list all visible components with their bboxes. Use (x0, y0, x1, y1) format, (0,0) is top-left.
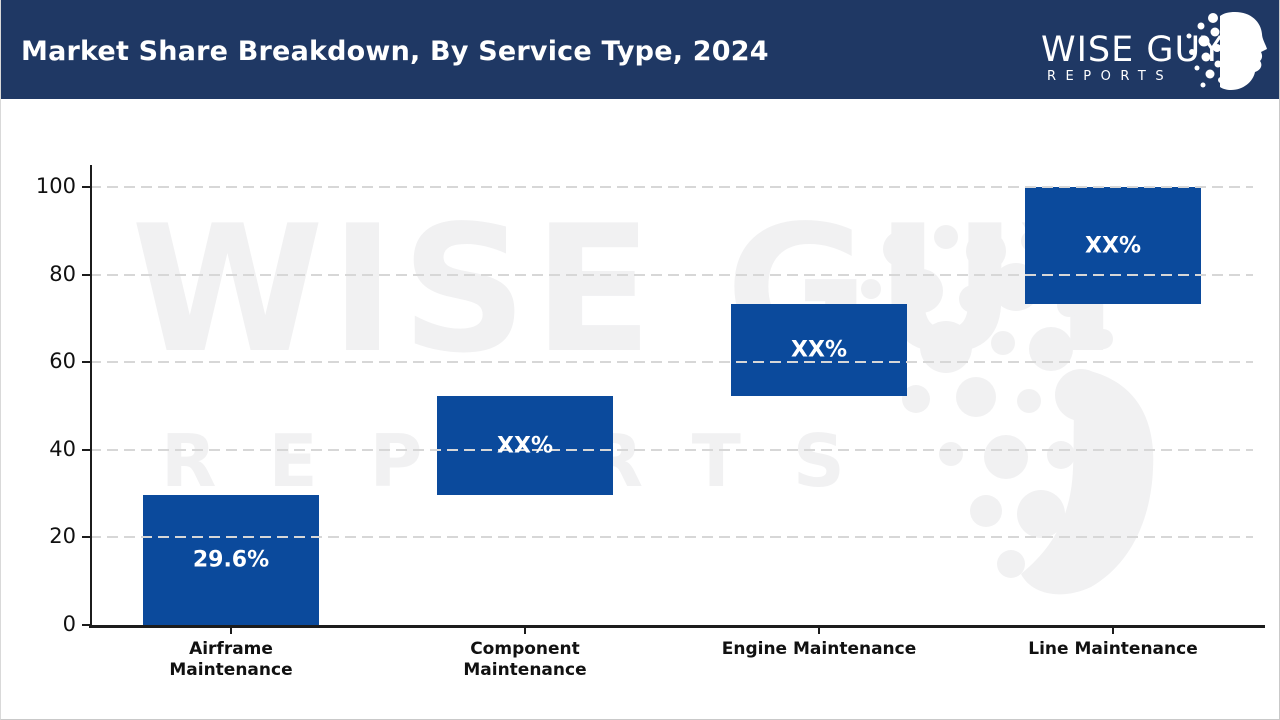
bar-value-label: XX% (497, 433, 553, 459)
y-tick-label: 60 (49, 349, 76, 374)
y-tick-mark (82, 448, 90, 451)
y-tick-mark (82, 536, 90, 539)
y-tick-mark (82, 273, 90, 276)
y-tick-label: 0 (62, 612, 76, 636)
wise-guy-logo: WISE GUY REPORTS (1013, 6, 1267, 94)
waterfall-bar (143, 495, 319, 625)
x-tick-mark (1112, 626, 1114, 634)
y-tick-label: 80 (49, 261, 76, 286)
x-tick-mark (524, 626, 526, 634)
bar-value-label: 29.6% (192, 547, 270, 573)
header-band: Market Share Breakdown, By Service Type,… (1, 0, 1279, 99)
y-tick-label: 20 (49, 524, 76, 549)
waterfall-bar (437, 396, 613, 496)
x-tick-mark (818, 626, 820, 634)
y-gridline (90, 448, 1253, 451)
y-tick-label: 100 (35, 174, 76, 198)
y-axis-spine (90, 165, 92, 627)
y-gridline (90, 273, 1253, 276)
y-tick-mark (82, 186, 90, 188)
x-category-label: Engine Maintenance (721, 639, 917, 659)
x-axis-spine (89, 625, 1265, 628)
x-tick-mark (230, 626, 232, 634)
y-gridline (90, 186, 1253, 188)
bar-value-label: XX% (791, 337, 847, 363)
dot-face-icon (1186, 12, 1267, 90)
y-tick-mark (82, 624, 90, 626)
y-gridline (90, 536, 1253, 539)
waterfall-bar (731, 304, 907, 397)
logo-subtext: REPORTS (1047, 69, 1174, 84)
x-category-label: Component Maintenance (463, 639, 587, 680)
x-category-label: Line Maintenance (1028, 639, 1198, 659)
y-tick-mark (82, 361, 90, 364)
page-title: Market Share Breakdown, By Service Type,… (21, 36, 769, 67)
bar-value-label: XX% (1085, 233, 1141, 259)
y-gridline (90, 361, 1253, 364)
y-tick-label: 40 (49, 436, 76, 461)
x-category-label: Airframe Maintenance (169, 639, 293, 680)
